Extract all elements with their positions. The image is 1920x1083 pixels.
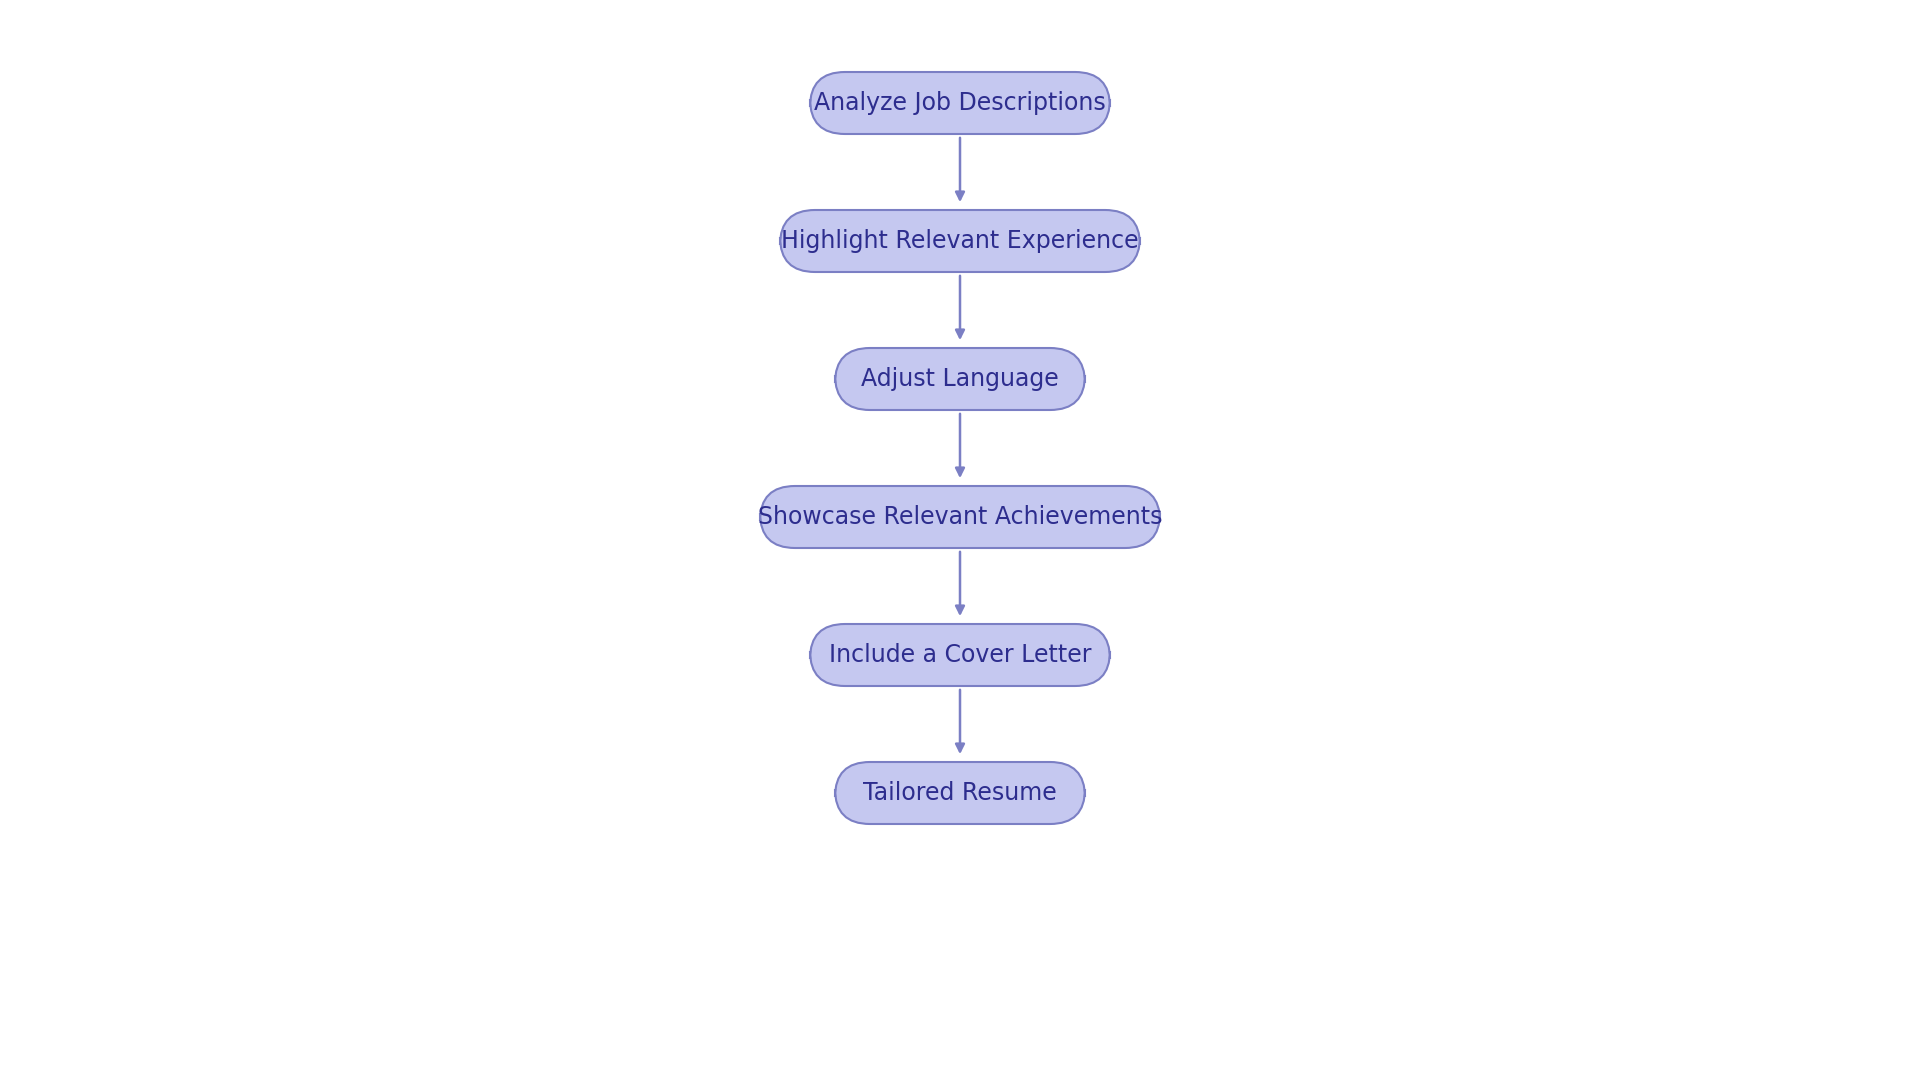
Text: Include a Cover Letter: Include a Cover Letter [829, 643, 1091, 667]
FancyBboxPatch shape [810, 624, 1110, 686]
FancyBboxPatch shape [835, 348, 1085, 410]
FancyBboxPatch shape [835, 762, 1085, 824]
Text: Analyze Job Descriptions: Analyze Job Descriptions [814, 91, 1106, 115]
FancyBboxPatch shape [810, 71, 1110, 134]
FancyBboxPatch shape [780, 210, 1140, 272]
Text: Adjust Language: Adjust Language [862, 367, 1058, 391]
Text: Showcase Relevant Achievements: Showcase Relevant Achievements [758, 505, 1162, 529]
FancyBboxPatch shape [760, 486, 1160, 548]
Text: Tailored Resume: Tailored Resume [864, 781, 1056, 805]
Text: Highlight Relevant Experience: Highlight Relevant Experience [781, 229, 1139, 253]
